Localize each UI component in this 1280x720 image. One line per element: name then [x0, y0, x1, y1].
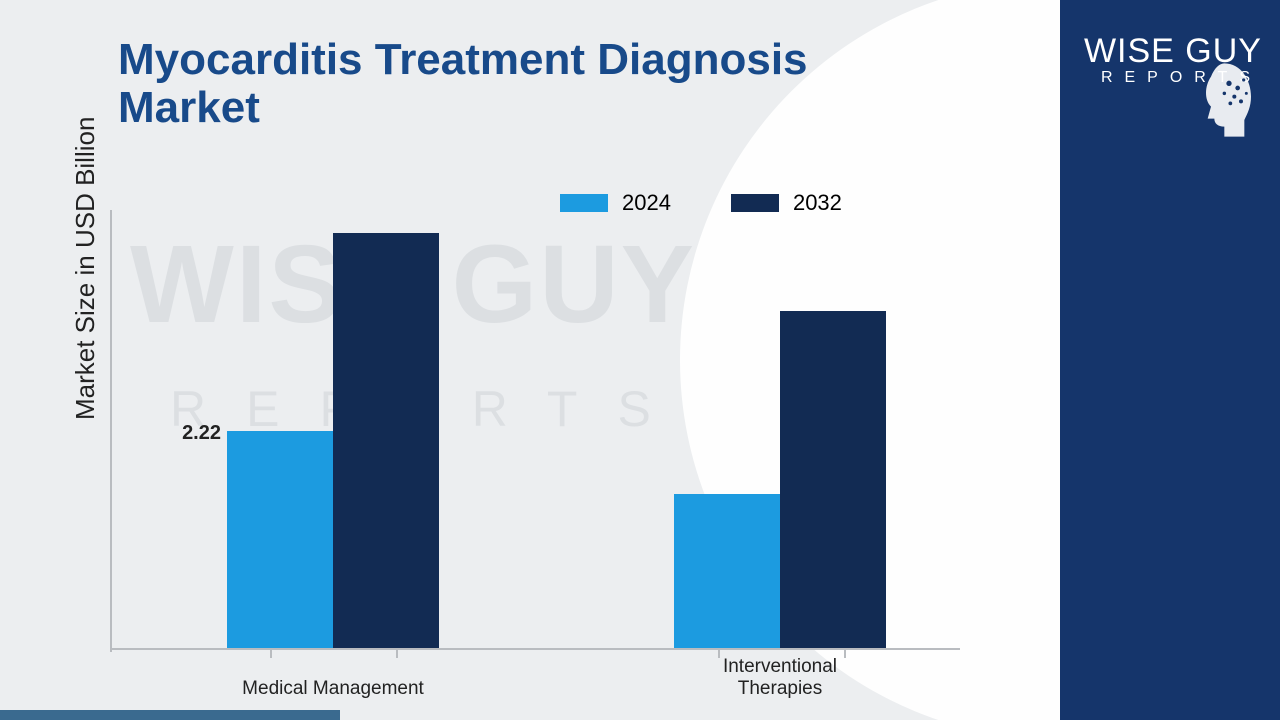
brand-head-icon [1186, 60, 1256, 140]
x-tick [396, 650, 398, 658]
bottom-accent-bar [0, 710, 340, 720]
brand-logo: WISE GUY REPORTS [1084, 32, 1262, 87]
category-label: Interventional Therapies [680, 656, 880, 700]
legend-label: 2024 [622, 190, 671, 216]
bar [227, 431, 333, 648]
page-title: Myocarditis Treatment Diagnosis Market [118, 36, 818, 133]
legend-label: 2032 [793, 190, 842, 216]
legend-swatch [560, 194, 608, 212]
bar [674, 494, 780, 648]
chart-plot-area: 2.22Medical ManagementInterventional The… [110, 230, 960, 650]
x-axis-line [110, 648, 960, 650]
legend-item-2024: 2024 [560, 190, 671, 216]
bar-value-label: 2.22 [167, 422, 221, 445]
bar [780, 311, 886, 648]
y-axis-line [110, 210, 112, 652]
legend: 2024 2032 [560, 190, 842, 216]
legend-swatch [731, 194, 779, 212]
y-axis-label: Market Size in USD Billion [70, 117, 101, 420]
bar [333, 233, 439, 648]
page: WISE GUY REPORTS Myocarditis Treatment D… [0, 0, 1280, 720]
legend-item-2032: 2032 [731, 190, 842, 216]
category-label: Medical Management [233, 678, 433, 700]
x-tick [270, 650, 272, 658]
